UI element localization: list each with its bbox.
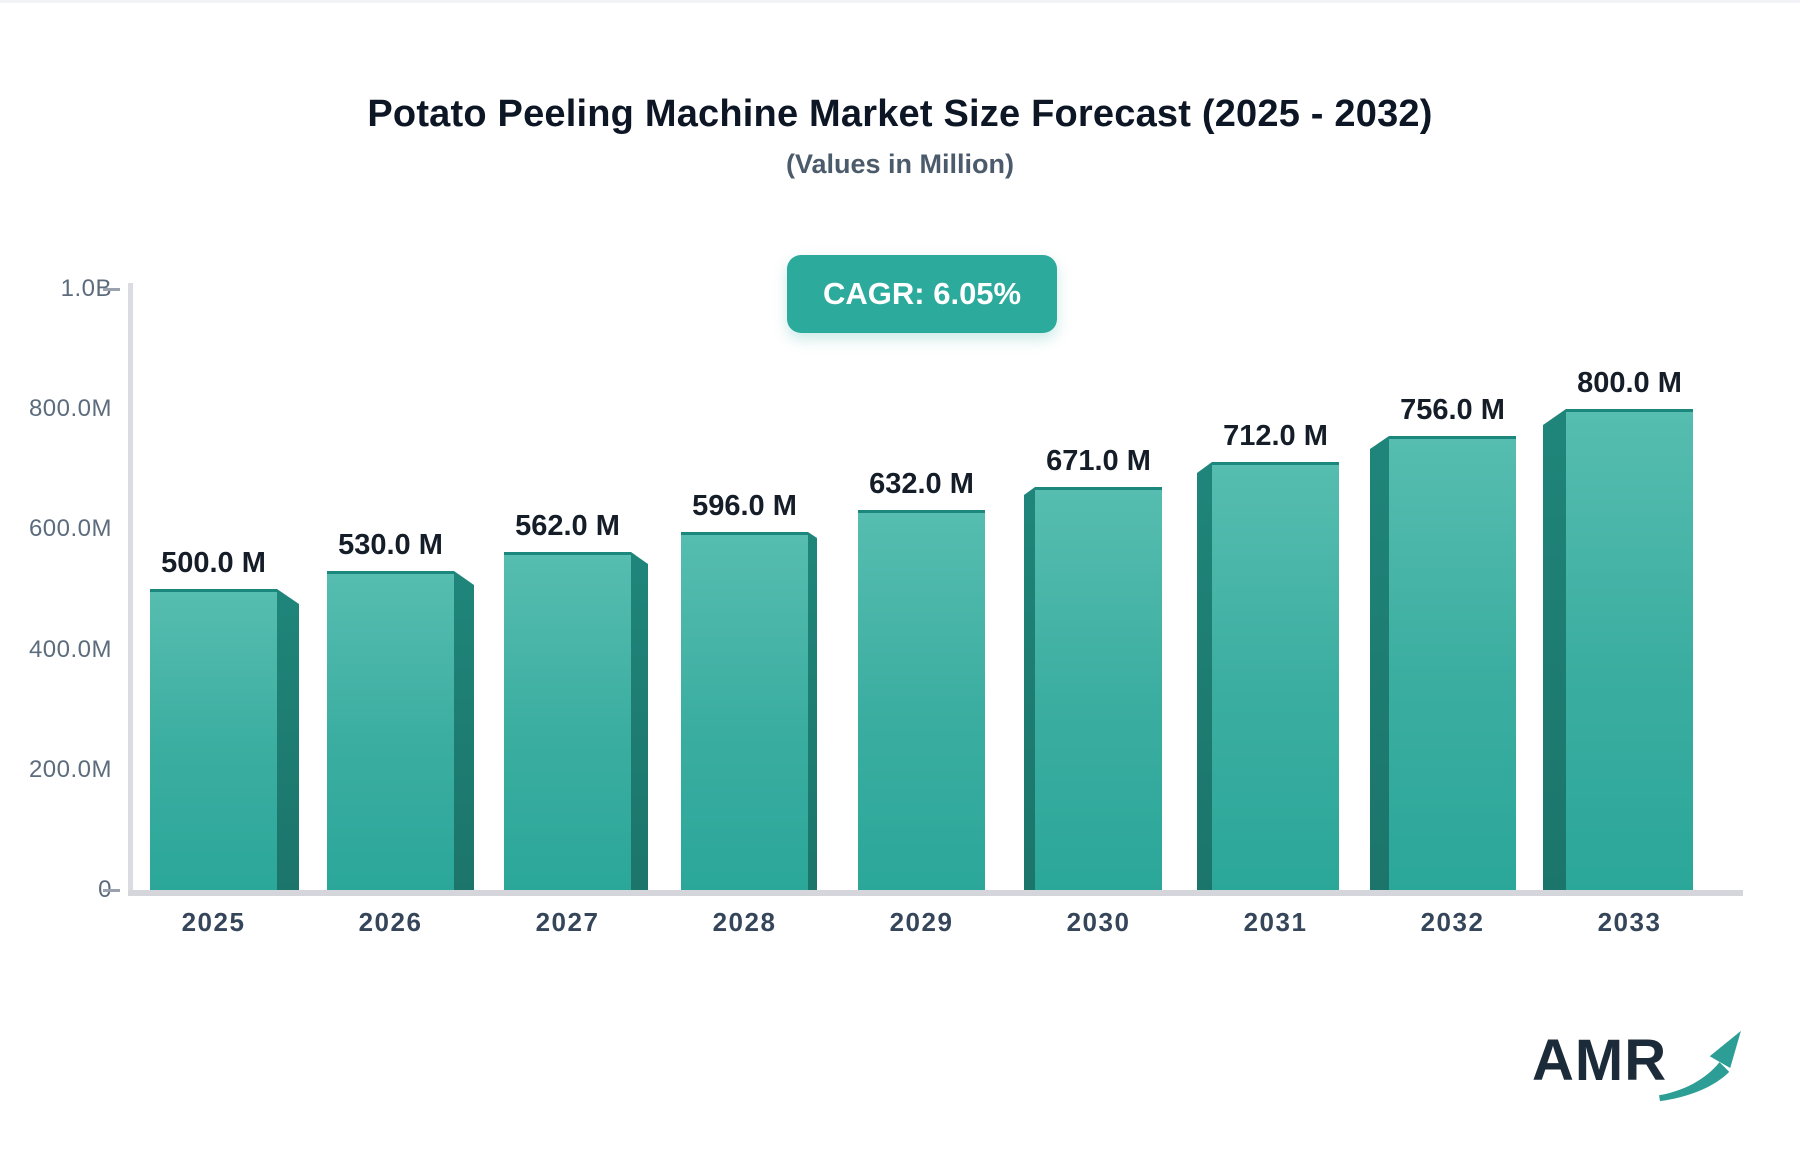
bar-side-face bbox=[1370, 436, 1389, 890]
y-axis-label: 800.0M bbox=[28, 395, 112, 423]
bar bbox=[1212, 462, 1339, 890]
bar-value-label: 596.0 M bbox=[692, 490, 797, 522]
x-axis-label: 2033 bbox=[1597, 907, 1662, 937]
y-axis-label: 1.0B bbox=[60, 275, 112, 302]
bar bbox=[327, 571, 454, 890]
bar-value-label: 800.0 M bbox=[1577, 367, 1682, 399]
x-axis-label: 2025 bbox=[181, 907, 246, 937]
bar-side-face bbox=[454, 571, 474, 890]
bar bbox=[150, 589, 277, 890]
y-axis-label: 0 bbox=[0, 875, 112, 905]
y-axis-line bbox=[128, 283, 133, 896]
bar bbox=[858, 510, 985, 890]
bar-side-face bbox=[631, 552, 648, 890]
page-subtitle: (Values in Million) bbox=[785, 149, 1015, 179]
amr-logo-text: AMR bbox=[1532, 1028, 1668, 1093]
bar-value-label: 712.0 M bbox=[1223, 420, 1328, 452]
bar bbox=[1035, 487, 1162, 890]
x-axis-label: 2028 bbox=[712, 907, 777, 937]
bar-side-face bbox=[808, 532, 817, 890]
y-axis-label: 200.0M bbox=[28, 755, 112, 783]
bar bbox=[681, 532, 808, 890]
bar bbox=[1566, 409, 1693, 890]
bar-value-label: 562.0 M bbox=[515, 510, 620, 542]
bar bbox=[504, 552, 631, 890]
x-axis-label: 2032 bbox=[1420, 907, 1485, 937]
trending-up-arrow-icon bbox=[1659, 1030, 1742, 1102]
x-axis-label: 2026 bbox=[358, 907, 423, 937]
y-axis-label: 400.0M bbox=[28, 635, 112, 663]
bar-value-label: 500.0 M bbox=[161, 547, 266, 579]
amr-logo: AMR bbox=[1532, 1029, 1743, 1105]
cagr-badge: CAGR: 6.05% bbox=[787, 255, 1058, 333]
bar bbox=[1389, 436, 1516, 890]
page-title: Potato Peeling Machine Market Size Forec… bbox=[367, 93, 1433, 135]
x-axis-label: 2029 bbox=[889, 907, 954, 937]
bar-value-label: 530.0 M bbox=[338, 529, 443, 561]
x-axis-label: 2027 bbox=[535, 907, 600, 937]
bar-side-face bbox=[1543, 409, 1566, 890]
y-axis-tick bbox=[103, 889, 120, 892]
bar-side-face bbox=[1197, 462, 1212, 890]
x-axis-label: 2030 bbox=[1066, 907, 1131, 937]
bar-value-label: 632.0 M bbox=[869, 468, 974, 500]
x-axis-label: 2031 bbox=[1243, 907, 1308, 937]
y-axis-tick bbox=[103, 288, 120, 291]
y-axis-label: 600.0M bbox=[28, 515, 112, 543]
bar-value-label: 756.0 M bbox=[1400, 394, 1505, 426]
bar-side-face bbox=[1024, 487, 1035, 890]
bar-side-face bbox=[277, 589, 299, 890]
bar-value-label: 671.0 M bbox=[1046, 445, 1151, 477]
x-axis-line bbox=[128, 890, 1743, 896]
